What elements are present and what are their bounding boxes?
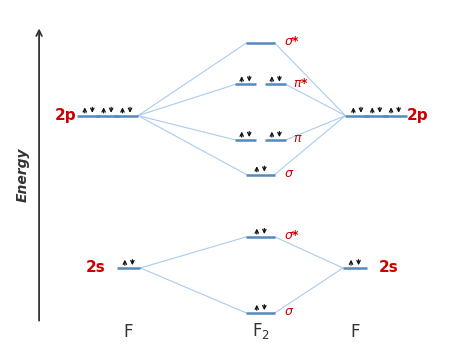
Text: Energy: Energy (16, 147, 29, 202)
Text: 2p: 2p (407, 108, 428, 123)
Text: F: F (124, 323, 133, 341)
Text: 2p: 2p (55, 108, 77, 123)
Text: $\pi$*: $\pi$* (293, 76, 309, 90)
Text: 2s: 2s (378, 260, 398, 275)
Text: $\pi$: $\pi$ (293, 132, 303, 145)
Text: F$_2$: F$_2$ (252, 321, 270, 341)
Text: $\sigma$: $\sigma$ (284, 305, 294, 318)
Text: $\sigma$*: $\sigma$* (284, 229, 301, 242)
Text: $\sigma$*: $\sigma$* (284, 35, 301, 48)
Text: $\sigma$: $\sigma$ (284, 166, 294, 180)
Text: F: F (350, 323, 360, 341)
Text: 2s: 2s (85, 260, 105, 275)
